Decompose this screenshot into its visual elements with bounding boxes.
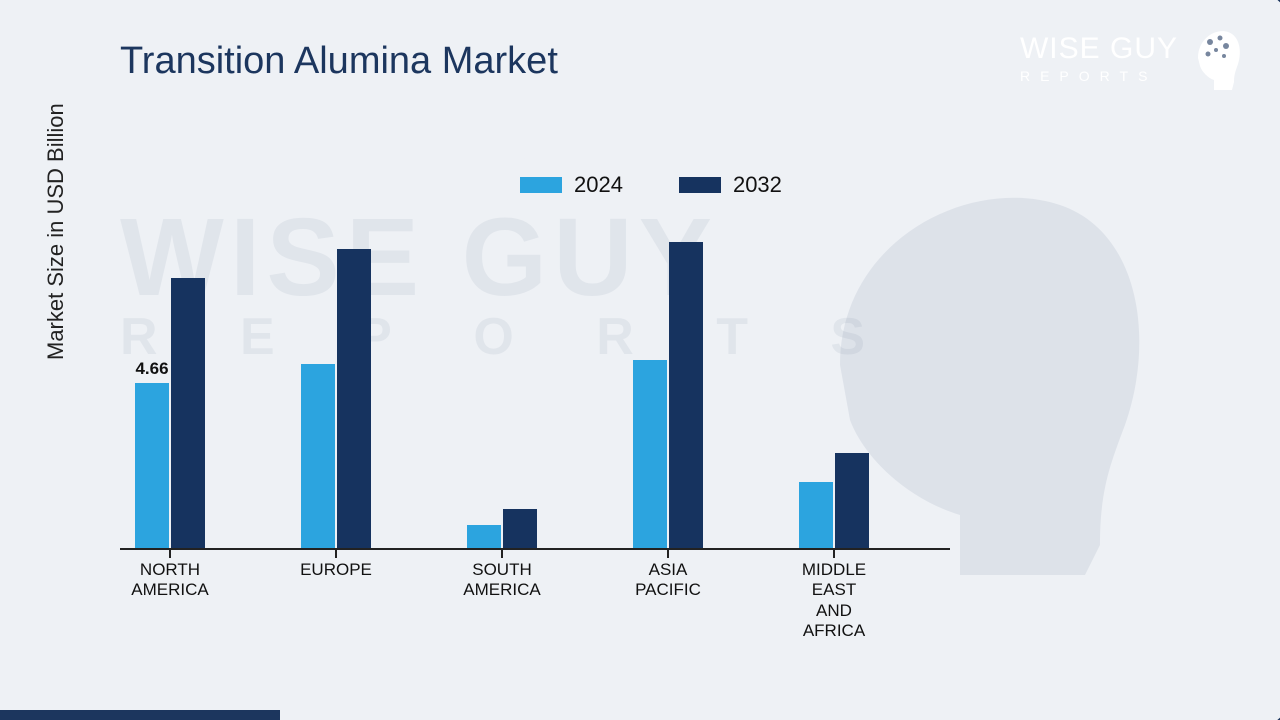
- brand-line1: WISE GUY: [1020, 32, 1178, 66]
- axis-tick: [335, 550, 337, 558]
- legend-item-2032: 2032: [679, 172, 782, 198]
- bar-group: SOUTH AMERICA: [462, 509, 542, 550]
- axis-tick: [501, 550, 503, 558]
- brand-panel: [960, 0, 1280, 720]
- bar: [301, 364, 335, 550]
- head-icon: [1188, 24, 1244, 92]
- bar: [503, 509, 537, 550]
- legend: 2024 2032: [520, 172, 782, 198]
- bar-group: 4.66NORTH AMERICA: [130, 278, 210, 550]
- legend-item-2024: 2024: [520, 172, 623, 198]
- axis-tick: [667, 550, 669, 558]
- footer-accent-bar: [0, 710, 280, 720]
- bar-group: ASIA PACIFIC: [628, 242, 708, 550]
- axis-tick: [833, 550, 835, 558]
- x-axis-baseline: [120, 548, 950, 550]
- category-label: NORTH AMERICA: [100, 560, 240, 601]
- category-label: EUROPE: [266, 560, 406, 580]
- bar: [171, 278, 205, 550]
- bar-value-label: 4.66: [135, 359, 168, 379]
- bar: [467, 525, 501, 550]
- bar: [633, 360, 667, 550]
- brand-logo: WISE GUY REPORTS: [1020, 24, 1244, 92]
- legend-swatch-2032: [679, 177, 721, 193]
- category-label: MIDDLE EAST AND AFRICA: [764, 560, 904, 642]
- bar: [669, 242, 703, 550]
- bar: [799, 482, 833, 550]
- legend-label-2024: 2024: [574, 172, 623, 198]
- brand-line2: REPORTS: [1020, 68, 1178, 84]
- bar: [835, 453, 869, 550]
- bar-group: EUROPE: [296, 249, 376, 550]
- y-axis-label: Market Size in USD Billion: [43, 103, 69, 360]
- bar: 4.66: [135, 383, 169, 550]
- legend-swatch-2024: [520, 177, 562, 193]
- chart-title: Transition Alumina Market: [120, 40, 558, 83]
- legend-label-2032: 2032: [733, 172, 782, 198]
- category-label: SOUTH AMERICA: [432, 560, 572, 601]
- chart-plot-area: 4.66NORTH AMERICA EUROPE SOUTH AMERICA ASIA…: [120, 210, 950, 550]
- bar: [337, 249, 371, 550]
- bar-group: MIDDLE EAST AND AFRICA: [794, 453, 874, 550]
- canvas: WISE GUY REPORTS Transition Alumina Mark…: [0, 0, 1280, 720]
- axis-tick: [169, 550, 171, 558]
- category-label: ASIA PACIFIC: [598, 560, 738, 601]
